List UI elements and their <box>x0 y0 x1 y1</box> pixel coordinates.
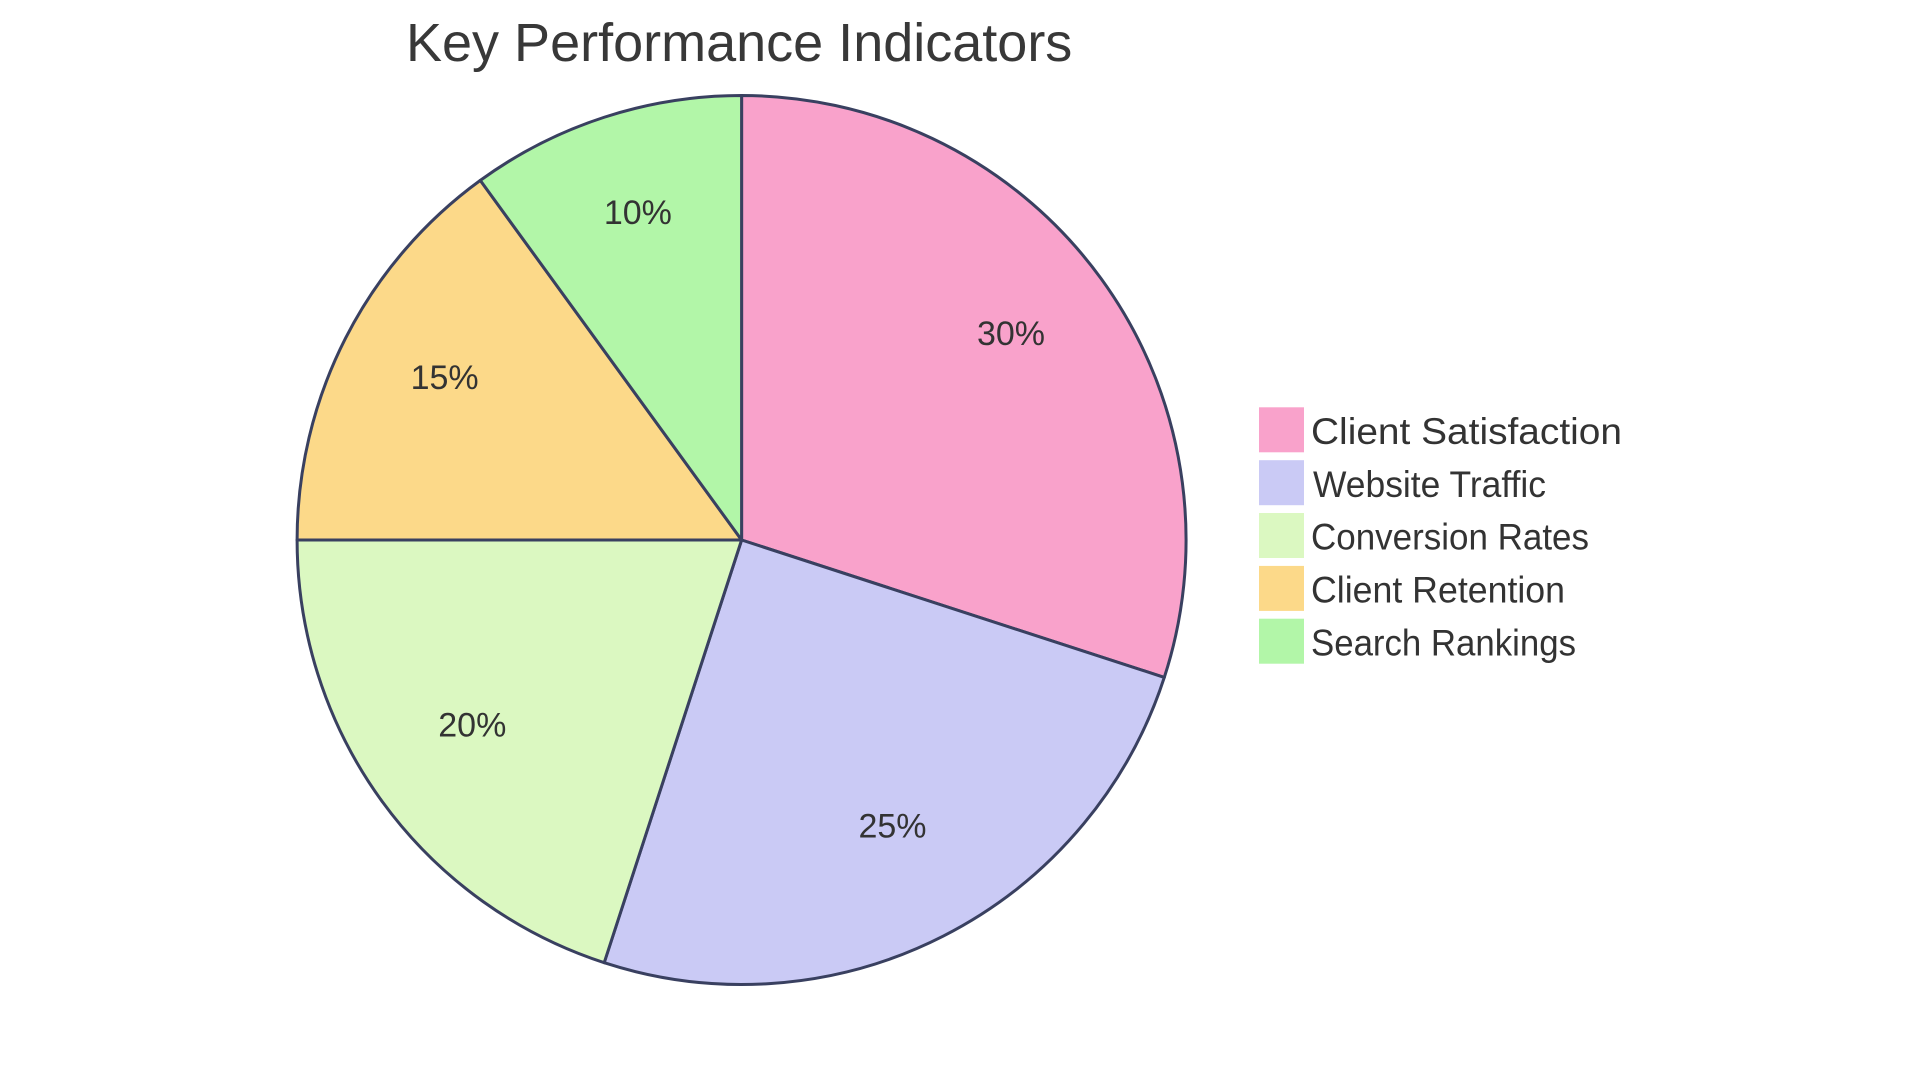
svg-text:Website Traffic: Website Traffic <box>1313 464 1546 505</box>
svg-text:20%: 20% <box>438 707 506 745</box>
svg-text:25%: 25% <box>858 808 926 846</box>
svg-text:Client Satisfaction: Client Satisfaction <box>1311 411 1622 452</box>
svg-text:10%: 10% <box>604 194 672 232</box>
svg-text:30%: 30% <box>977 315 1045 353</box>
svg-text:Client Retention: Client Retention <box>1311 570 1565 611</box>
svg-text:15%: 15% <box>411 359 479 397</box>
svg-text:Search Rankings: Search Rankings <box>1311 623 1576 664</box>
svg-text:Conversion Rates: Conversion Rates <box>1311 517 1589 558</box>
svg-text:Key Performance Indicators: Key Performance Indicators <box>406 13 1072 73</box>
